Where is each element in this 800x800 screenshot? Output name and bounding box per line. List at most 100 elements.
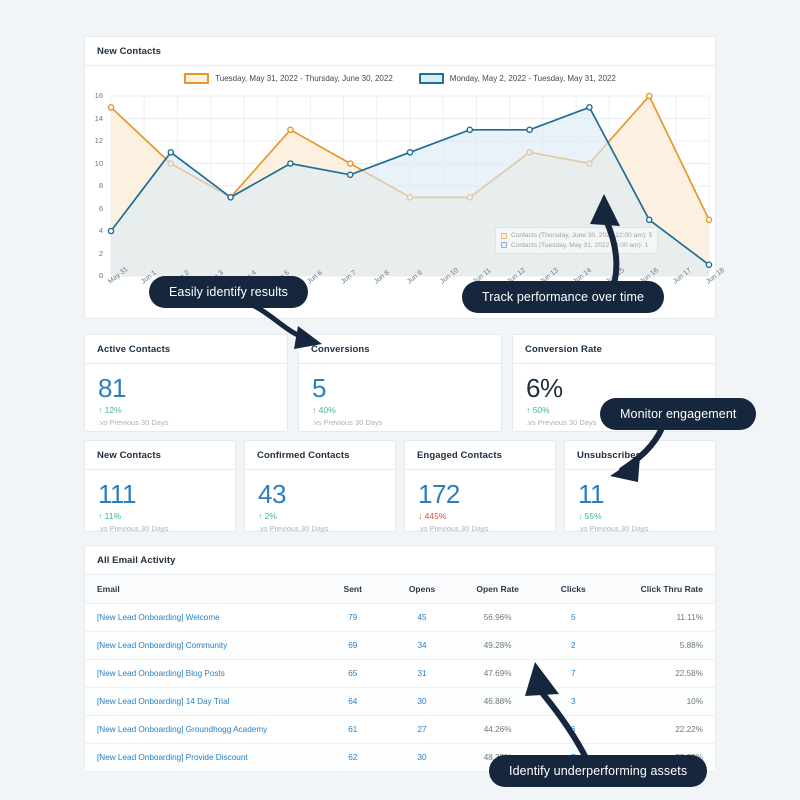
new-contacts-chart-panel: New Contacts Tuesday, May 31, 2022 - Thu… (84, 36, 726, 319)
y-axis-tick: 4 (98, 226, 103, 235)
stat-delta-value-new-contacts: 11% (104, 511, 122, 522)
stat-title-new-contacts: New Contacts (85, 441, 235, 470)
cell-open-rate: 47.69% (456, 659, 539, 688)
stat-body-new-contacts: 111 ↑ 11% .vs Previous 30 Days (85, 470, 235, 546)
arrow-up-icon: ↑ (98, 405, 103, 416)
stat-value-engaged-contacts: 172 (418, 479, 460, 509)
tooltip-row-blue: Contacts (Tuesday, May 31, 2022 12:00 am… (501, 241, 652, 251)
table-row[interactable]: [New Lead Onboarding] Welcome 79 45 56.96% 5… (85, 603, 715, 632)
stat-sub-active-contacts: .vs Previous 30 Days (98, 418, 169, 428)
cell-open-rate: 56.96% (456, 603, 539, 632)
stat-delta-unsubscribes: ↓ 55% (578, 511, 702, 521)
cell-email[interactable]: [New Lead Onboarding] 14 Day Trial (85, 687, 319, 716)
cell-sent: 69 (318, 631, 388, 660)
col-click-thru-rate[interactable]: Click Thru Rate (607, 575, 715, 604)
chart-datapoint-tooltip: Contacts (Thursday, June 30, 2022 12:00 … (495, 227, 659, 255)
stat-card-confirmed-contacts[interactable]: Confirmed Contacts 43 ↑ 2% .vs Previous … (244, 440, 396, 533)
col-sent[interactable]: Sent (318, 575, 388, 604)
stat-body-unsubscribes: 11 ↓ 55% .vs Previous 30 Days (565, 470, 715, 546)
cell-opens: 31 (387, 659, 457, 688)
cell-email[interactable]: [New Lead Onboarding] Blog Posts (85, 659, 319, 688)
arrow-down-icon: ↓ (418, 511, 423, 522)
stat-sub-unsubscribes: .vs Previous 30 Days (578, 524, 649, 534)
col-open-rate[interactable]: Open Rate (456, 575, 539, 604)
stat-card-engaged-contacts[interactable]: Engaged Contacts 172 ↓ 445% .vs Previous… (404, 440, 556, 533)
cell-click-thru-rate: 5.88% (607, 631, 715, 660)
stat-body-conversions: 5 ↑ 40% .vs Previous 30 Days (299, 364, 501, 440)
legend-label-blue: Monday, May 2, 2022 - Tuesday, May 31, 2… (449, 74, 616, 83)
cell-clicks: 5 (538, 603, 608, 632)
cell-open-rate: 46.88% (456, 687, 539, 716)
stat-delta-value-confirmed-contacts: 2% (264, 511, 277, 522)
stat-body-engaged-contacts: 172 ↓ 445% .vs Previous 30 Days (405, 470, 555, 546)
table-row[interactable]: [New Lead Onboarding] Groundhogg Academy… (85, 715, 715, 744)
tooltip-swatch-orange-icon (501, 232, 507, 239)
stat-delta-engaged-contacts: ↓ 445% (418, 511, 542, 521)
stat-card-active-contacts[interactable]: Active Contacts 81 ↑ 12% .vs Previous 30… (84, 334, 288, 432)
cell-opens: 30 (387, 743, 457, 772)
stat-value-active-contacts: 81 (98, 373, 126, 403)
y-axis-tick: 6 (98, 203, 103, 213)
col-opens[interactable]: Opens (387, 575, 457, 604)
stat-body-confirmed-contacts: 43 ↑ 2% .vs Previous 30 Days (245, 470, 395, 546)
y-axis-tick: 16 (94, 91, 103, 100)
cell-email[interactable]: [New Lead Onboarding] Community (85, 631, 319, 660)
stat-title-conversions: Conversions (299, 335, 501, 364)
cell-email[interactable]: [New Lead Onboarding] Provide Discount (85, 743, 319, 772)
stat-title-confirmed-contacts: Confirmed Contacts (245, 441, 395, 470)
arrow-down-icon: ↓ (578, 511, 583, 522)
stat-sub-confirmed-contacts: .vs Previous 30 Days (258, 524, 329, 534)
cell-clicks: 2 (538, 631, 608, 660)
chart-panel-title: New Contacts (85, 37, 715, 66)
y-axis-tick: 0 (98, 271, 103, 280)
cell-sent: 64 (318, 687, 388, 716)
email-activity-table: Email Sent Opens Open Rate Clicks Click … (85, 575, 715, 772)
stat-value-conversion-rate: 6% (526, 373, 563, 403)
callout-monitor-engagement: Monitor engagement (600, 398, 757, 430)
all-email-activity-panel: All Email Activity Email Sent Opens Open… (84, 545, 716, 772)
stat-title-unsubscribes: Unsubscribes (565, 441, 715, 470)
cell-sent: 62 (318, 743, 388, 772)
cell-opens: 45 (387, 603, 457, 632)
legend-item-blue[interactable]: Monday, May 2, 2022 - Tuesday, May 31, 2… (418, 73, 616, 84)
col-clicks[interactable]: Clicks (538, 575, 608, 604)
table-row[interactable]: [New Lead Onboarding] Blog Posts 65 31 47.6… (85, 659, 715, 688)
stat-delta-value-unsubscribes: 55% (584, 511, 602, 522)
table-row[interactable]: [New Lead Onboarding] 14 Day Trial 64 30 46… (85, 687, 715, 716)
arrow-up-icon: ↑ (526, 405, 531, 416)
legend-item-orange[interactable]: Tuesday, May 31, 2022 - Thursday, June 3… (184, 73, 393, 84)
cell-click-thru-rate: 11.11% (607, 603, 715, 632)
stat-delta-active-contacts: ↑ 12% (98, 405, 274, 415)
stat-delta-confirmed-contacts: ↑ 2% (258, 511, 382, 521)
stat-sub-conversion-rate: .vs Previous 30 Days (526, 418, 597, 428)
chart-legend: Tuesday, May 31, 2022 - Thursday, June 3… (85, 73, 715, 84)
stat-body-active-contacts: 81 ↑ 12% .vs Previous 30 Days (85, 364, 287, 440)
cell-opens: 27 (387, 715, 457, 744)
legend-swatch-blue-icon (418, 73, 444, 84)
cell-open-rate: 44.26% (456, 715, 539, 744)
stat-card-conversions[interactable]: Conversions 5 ↑ 40% .vs Previous 30 Days (298, 334, 502, 432)
stat-delta-value-engaged-contacts: 445% (424, 511, 447, 522)
y-axis-tick: 2 (98, 248, 103, 258)
arrow-up-icon: ↑ (258, 511, 263, 522)
col-email[interactable]: Email (85, 575, 319, 604)
table-head: Email Sent Opens Open Rate Clicks Click … (85, 575, 715, 604)
tooltip-text-orange: Contacts (Thursday, June 30, 2022 12:00 … (511, 232, 653, 239)
stat-delta-conversion-rate: ↑ 50% (526, 405, 702, 415)
y-axis-tick: 8 (98, 181, 103, 190)
cell-email[interactable]: [New Lead Onboarding] Welcome (85, 603, 319, 632)
cell-email[interactable]: [New Lead Onboarding] Groundhogg Academy (85, 715, 319, 744)
stat-value-unsubscribes: 11 (578, 479, 605, 509)
y-axis-tick: 12 (94, 136, 103, 145)
stat-sub-conversions: .vs Previous 30 Days (312, 418, 383, 428)
table-title: All Email Activity (85, 546, 715, 575)
callout-easily-identify-results: Easily identify results (149, 276, 309, 308)
stat-card-unsubscribes[interactable]: Unsubscribes 11 ↓ 55% .vs Previous 30 Da… (564, 440, 716, 533)
stat-value-confirmed-contacts: 43 (258, 479, 286, 509)
stat-card-new-contacts[interactable]: New Contacts 111 ↑ 11% .vs Previous 30 D… (84, 440, 236, 533)
stat-body-conversion-rate: 6% ↑ 50% .vs Previous 30 Days (513, 364, 715, 440)
stat-delta-conversions: ↑ 40% (312, 405, 488, 415)
table-row[interactable]: [New Lead Onboarding] Community 69 34 49.28… (85, 631, 715, 660)
cell-sent: 79 (318, 603, 388, 632)
